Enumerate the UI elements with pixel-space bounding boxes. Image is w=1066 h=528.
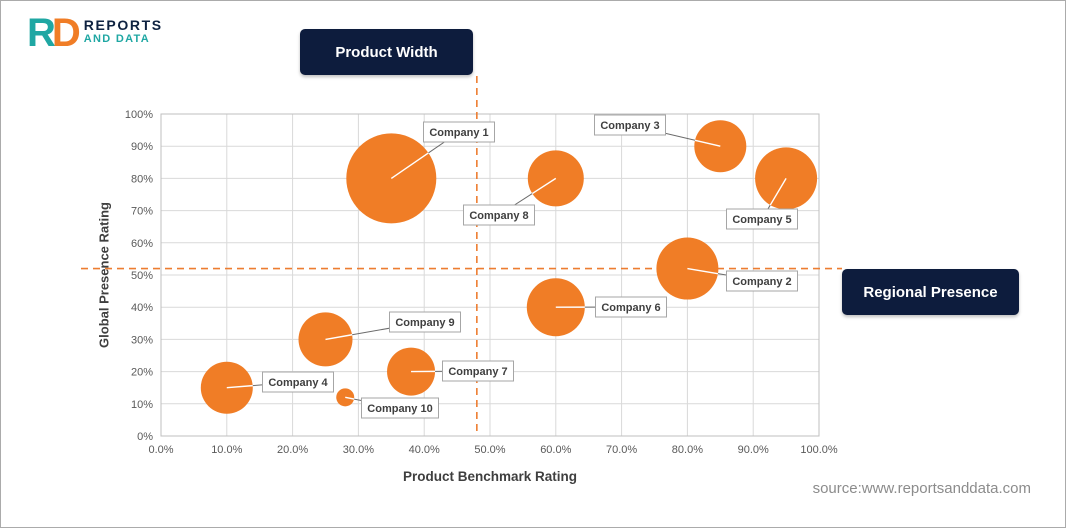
logo-monogram: RD: [27, 11, 81, 55]
bubble-label: Company 7: [448, 366, 507, 378]
bubble-label-box: [463, 204, 535, 226]
bubble-label-box: [262, 371, 334, 393]
leader-line-inner: [531, 177, 557, 195]
bubble-label-box: [423, 121, 495, 143]
x-tick-label: 90.0%: [738, 444, 769, 456]
y-tick-label: 10%: [131, 399, 153, 411]
x-tick-label: 20.0%: [277, 444, 308, 456]
x-tick-label: 0.0%: [148, 444, 173, 456]
bubble-label: Company 10: [367, 403, 432, 415]
y-tick-label: 30%: [131, 334, 153, 346]
leader-line-inner: [694, 139, 721, 147]
regional-presence-callout: Regional Presence: [842, 269, 1019, 315]
y-tick-label: 90%: [131, 141, 153, 153]
logo-letter-r: R: [27, 11, 56, 55]
logo-letter-d: D: [51, 11, 81, 55]
bubble-label-box: [726, 270, 798, 292]
x-tick-label: 50.0%: [474, 444, 505, 456]
x-tick-label: 80.0%: [672, 444, 703, 456]
logo-text-and-data: AND DATA: [83, 33, 150, 45]
y-axis-title: Global Presence Rating: [96, 202, 112, 348]
bubble-label: Company 9: [395, 317, 454, 329]
y-tick-label: 40%: [131, 302, 153, 314]
x-tick-label: 40.0%: [409, 444, 440, 456]
bubble-label: Company 6: [601, 302, 660, 314]
leader-line-inner: [325, 334, 353, 341]
bubble-label-box: [726, 208, 798, 230]
y-tick-label: 60%: [131, 238, 153, 250]
leader-line-inner: [390, 152, 429, 179]
leader-line-inner: [226, 384, 253, 389]
bubble-label-box: [361, 397, 439, 419]
bubble-label: Company 2: [732, 276, 791, 288]
x-tick-label: 100.0%: [800, 444, 838, 456]
y-tick-label: 100%: [125, 109, 153, 121]
y-tick-label: 80%: [131, 173, 153, 185]
x-tick-label: 60.0%: [540, 444, 571, 456]
bubble-label-box: [442, 360, 514, 382]
y-tick-label: 70%: [131, 206, 153, 218]
y-tick-label: 20%: [131, 367, 153, 379]
bubble-label: Company 5: [732, 214, 791, 226]
bubble-label: Company 4: [268, 377, 328, 389]
product-width-callout: Product Width: [300, 29, 473, 75]
bubble-label: Company 8: [469, 210, 528, 222]
bubble-label-box: [594, 114, 666, 136]
x-tick-label: 10.0%: [211, 444, 242, 456]
plot-border: [160, 113, 820, 437]
source-credit: source:www.reportsanddata.com: [812, 480, 1031, 497]
bubble-label: Company 1: [429, 127, 488, 139]
y-tick-label: 0%: [137, 431, 153, 443]
bubble-label-box: [595, 296, 667, 318]
x-tick-label: 30.0%: [343, 444, 374, 456]
leader-line-inner: [687, 267, 719, 275]
logo-wordmark: REPORTS AND DATA: [84, 13, 163, 45]
brand-logo: RD REPORTS AND DATA: [27, 13, 163, 53]
bubble-label-box: [389, 311, 461, 333]
x-axis-title: Product Benchmark Rating: [402, 469, 578, 484]
leader-line-inner: [345, 396, 355, 400]
bubble-label: Company 3: [600, 120, 659, 132]
leader-line-inner: [769, 178, 787, 206]
x-tick-label: 70.0%: [606, 444, 637, 456]
logo-text-reports: REPORTS: [83, 17, 163, 33]
y-tick-label: 50%: [131, 270, 153, 282]
